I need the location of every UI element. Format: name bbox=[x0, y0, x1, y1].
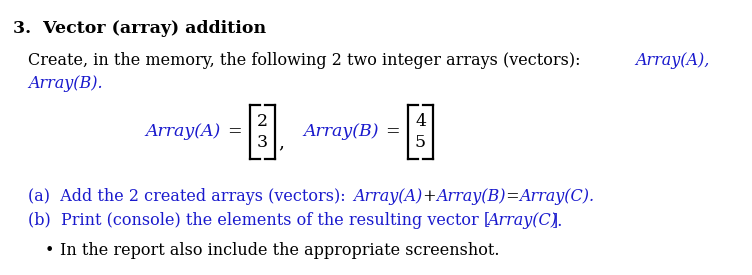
Text: 2: 2 bbox=[257, 114, 268, 131]
Text: Array(A),: Array(A), bbox=[635, 52, 709, 69]
Text: Array(B): Array(B) bbox=[436, 188, 505, 205]
Text: Array(C): Array(C) bbox=[487, 212, 557, 229]
Text: 3: 3 bbox=[257, 133, 268, 150]
Text: ].: ]. bbox=[552, 212, 563, 229]
Text: =: = bbox=[501, 188, 525, 205]
Text: 4: 4 bbox=[415, 114, 426, 131]
Text: Array(C).: Array(C). bbox=[519, 188, 594, 205]
Text: In the report also include the appropriate screenshot.: In the report also include the appropria… bbox=[60, 242, 499, 259]
Text: =: = bbox=[227, 123, 241, 141]
Text: 3.  Vector (array) addition: 3. Vector (array) addition bbox=[13, 20, 266, 37]
Text: Array(A): Array(A) bbox=[353, 188, 423, 205]
Text: Array(B): Array(B) bbox=[303, 123, 378, 141]
Text: ,: , bbox=[278, 133, 284, 151]
Text: +: + bbox=[418, 188, 441, 205]
Text: (a)  Add the 2 created arrays (vectors):: (a) Add the 2 created arrays (vectors): bbox=[28, 188, 350, 205]
Text: •: • bbox=[45, 242, 54, 259]
Text: 5: 5 bbox=[415, 133, 426, 150]
Text: (b)  Print (console) the elements of the resulting vector [: (b) Print (console) the elements of the … bbox=[28, 212, 490, 229]
Text: =: = bbox=[385, 123, 399, 141]
Text: Array(A): Array(A) bbox=[145, 123, 220, 141]
Text: Array(B).: Array(B). bbox=[28, 75, 102, 92]
Text: Create, in the memory, the following 2 two integer arrays (vectors):: Create, in the memory, the following 2 t… bbox=[28, 52, 591, 69]
